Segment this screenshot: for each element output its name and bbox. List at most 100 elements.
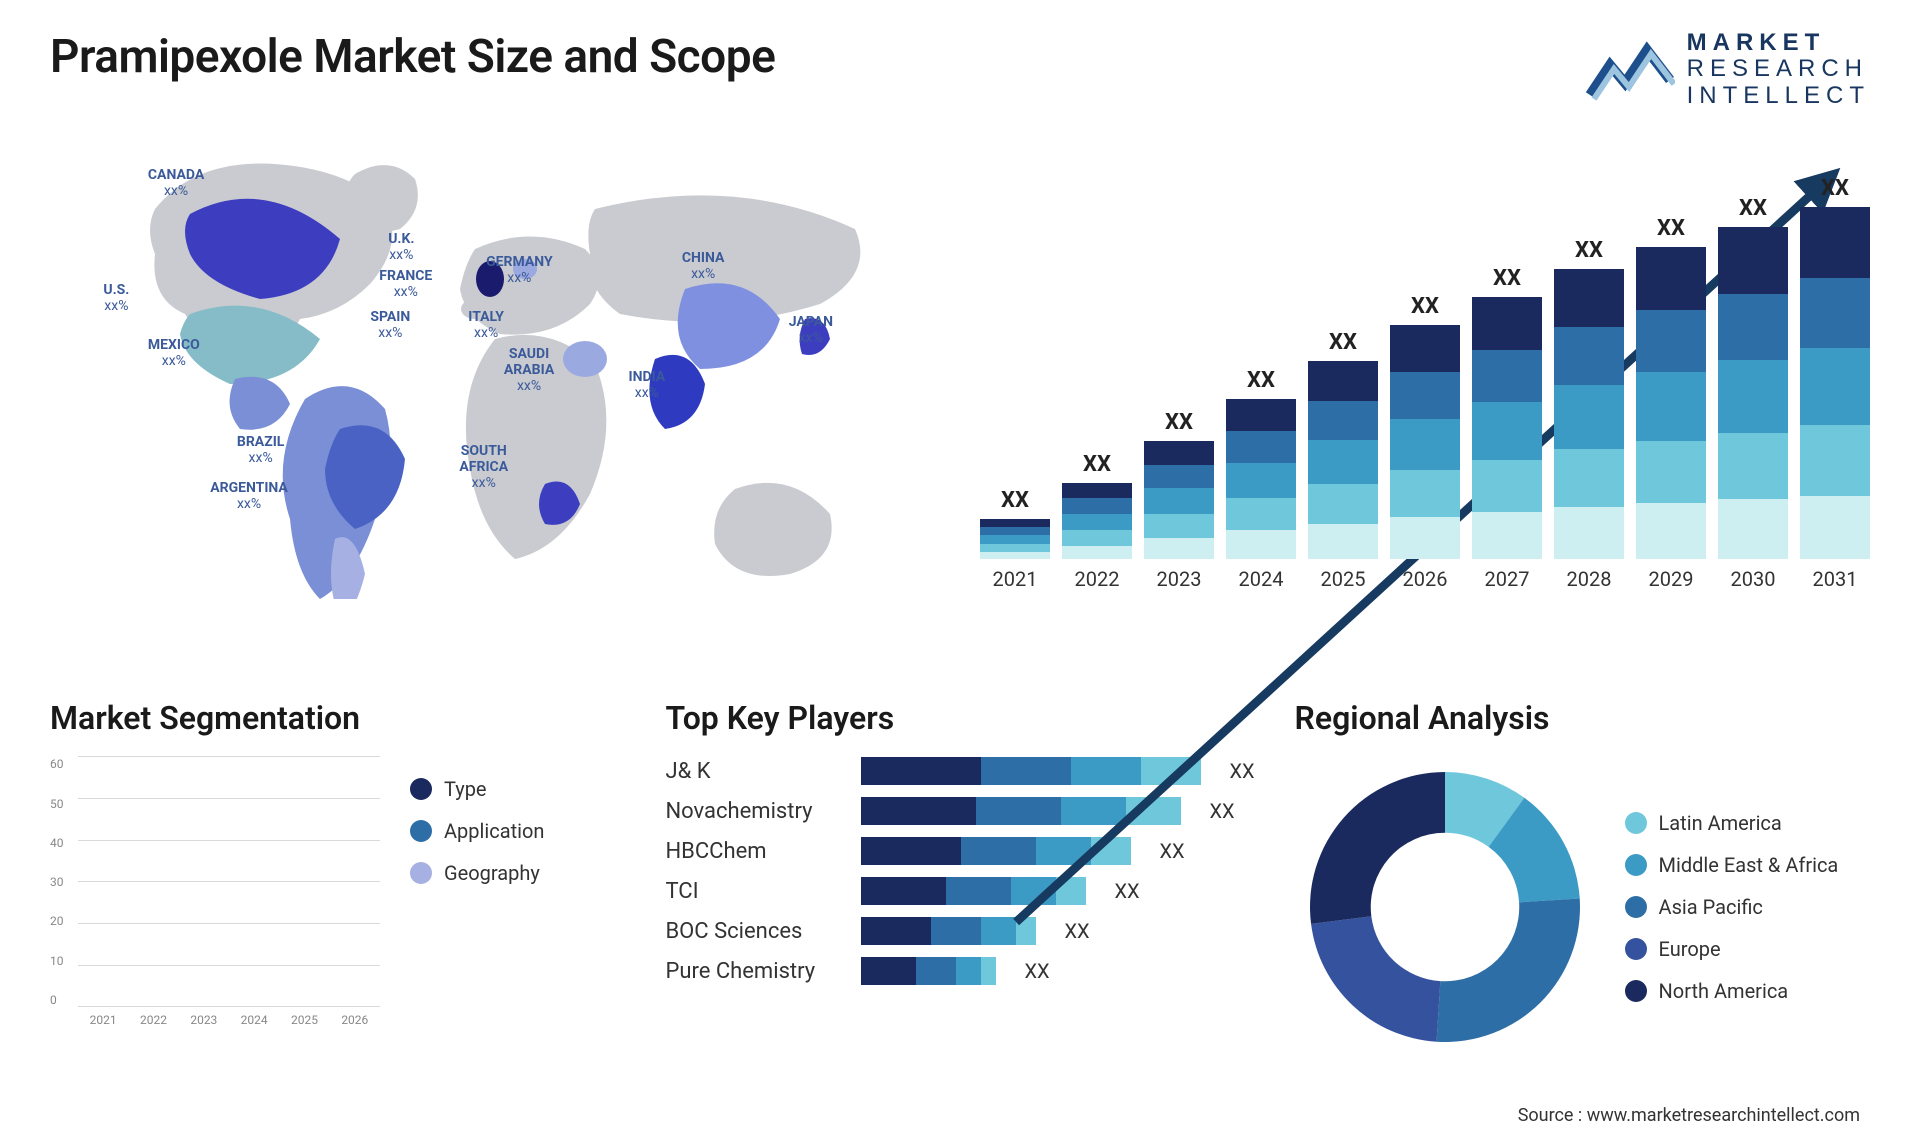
player-bar: [861, 757, 1201, 785]
growth-bar-seg: [1062, 498, 1132, 513]
player-bar-seg: [1011, 877, 1056, 905]
player-bar-seg: [1141, 757, 1201, 785]
segmentation-chart: 0102030405060 202120222023202420252026: [50, 757, 380, 1037]
growth-xlabel: 2021: [980, 567, 1050, 599]
growth-bar-label: XX: [1821, 176, 1849, 201]
player-bar-seg: [981, 757, 1071, 785]
growth-xlabel: 2029: [1636, 567, 1706, 599]
player-bar-seg: [861, 917, 931, 945]
growth-bar: XX: [1554, 238, 1624, 559]
seg-xlabel: 2026: [335, 1013, 375, 1037]
seg-xlabel: 2023: [184, 1013, 224, 1037]
growth-bar-label: XX: [1575, 238, 1603, 263]
legend-label: North America: [1659, 979, 1789, 1003]
growth-bar-seg: [1554, 449, 1624, 507]
regional-legend: Latin AmericaMiddle East & AfricaAsia Pa…: [1625, 811, 1839, 1003]
growth-bar-seg: [1800, 348, 1870, 425]
donut-slice: [1310, 772, 1445, 924]
growth-bar-seg: [1554, 269, 1624, 327]
growth-bar-seg: [980, 552, 1050, 559]
regional-donut: [1295, 757, 1595, 1057]
growth-bar-seg: [980, 519, 1050, 527]
growth-bar: XX: [1226, 368, 1296, 559]
players-list: J& KXXNovachemistryXXHBCChemXXTCIXXBOC S…: [665, 757, 1254, 985]
map-label: FRANCExx%: [379, 268, 432, 300]
growth-bar-seg: [1308, 361, 1378, 401]
player-bar-seg: [976, 797, 1061, 825]
player-row: HBCChemXX: [665, 837, 1254, 865]
player-name: BOC Sciences: [665, 919, 845, 944]
growth-bar-seg: [1226, 498, 1296, 530]
player-bar-seg: [861, 877, 946, 905]
regional-panel: Regional Analysis Latin AmericaMiddle Ea…: [1295, 699, 1870, 1057]
growth-bar-seg: [1554, 327, 1624, 385]
player-name: HBCChem: [665, 839, 845, 864]
growth-bar-seg: [1144, 514, 1214, 538]
growth-bar-seg: [1062, 483, 1132, 498]
growth-bar-seg: [1390, 372, 1460, 419]
growth-bar-seg: [1636, 310, 1706, 372]
seg-ytick: 60: [50, 757, 78, 771]
legend-swatch: [1625, 854, 1647, 876]
legend-item: Geography: [410, 861, 544, 885]
logo-line2: RESEARCH: [1687, 56, 1870, 82]
legend-label: Application: [444, 819, 544, 843]
player-bar-seg: [981, 917, 1016, 945]
map-label: ARGENTINAxx%: [210, 480, 288, 512]
player-bar: [861, 797, 1181, 825]
growth-bar: XX: [1390, 294, 1460, 559]
growth-bar: XX: [1472, 266, 1542, 559]
map-label: ITALYxx%: [468, 309, 504, 341]
regional-title: Regional Analysis: [1295, 699, 1870, 737]
map-saudi: [563, 341, 607, 377]
brand-logo: MARKET RESEARCH INTELLECT: [1585, 30, 1870, 109]
growth-xlabel: 2028: [1554, 567, 1624, 599]
growth-bar-seg: [1718, 433, 1788, 499]
growth-bar-seg: [1062, 514, 1132, 531]
growth-bar-seg: [1800, 207, 1870, 277]
donut-slice: [1311, 916, 1440, 1041]
legend-item: Application: [410, 819, 544, 843]
player-bar-seg: [1061, 797, 1126, 825]
player-bar-seg: [916, 957, 956, 985]
growth-bar-seg: [1718, 294, 1788, 360]
growth-bar-seg: [1390, 517, 1460, 559]
growth-bar-seg: [1390, 470, 1460, 517]
growth-bar-label: XX: [1329, 330, 1357, 355]
growth-bar-seg: [1226, 530, 1296, 559]
legend-item: Type: [410, 777, 544, 801]
legend-swatch: [410, 778, 432, 800]
player-row: J& K XX: [665, 757, 1254, 785]
growth-bar-seg: [1308, 401, 1378, 441]
legend-label: Geography: [444, 861, 540, 885]
player-row: Pure ChemistryXX: [665, 957, 1254, 985]
growth-chart: XXXXXXXXXXXXXXXXXXXXXX 20212022202320242…: [980, 139, 1870, 599]
donut-slice: [1436, 899, 1579, 1042]
player-name: TCI: [665, 879, 845, 904]
growth-bar-seg: [1144, 441, 1214, 465]
growth-bar-seg: [1718, 499, 1788, 559]
growth-bar-seg: [1718, 360, 1788, 433]
growth-bar-seg: [980, 535, 1050, 544]
logo-line3: INTELLECT: [1687, 83, 1870, 109]
growth-bar-seg: [1472, 402, 1542, 460]
player-bar-seg: [861, 797, 976, 825]
segmentation-panel: Market Segmentation 0102030405060 202120…: [50, 699, 625, 1057]
map-label: SOUTHAFRICAxx%: [459, 443, 508, 491]
map-label: GERMANYxx%: [486, 254, 553, 286]
player-value: XX: [1229, 759, 1254, 783]
legend-swatch: [1625, 896, 1647, 918]
seg-ytick: 30: [50, 875, 78, 889]
world-map-svg: [50, 139, 940, 599]
growth-bar-seg: [1636, 441, 1706, 503]
seg-xlabel: 2025: [284, 1013, 324, 1037]
legend-label: Middle East & Africa: [1659, 853, 1839, 877]
growth-bar-seg: [1226, 431, 1296, 463]
segmentation-legend: Type Application Geography: [410, 757, 544, 885]
growth-bar-seg: [1636, 503, 1706, 559]
world-map: CANADAxx%U.S.xx%MEXICOxx%BRAZILxx%ARGENT…: [50, 139, 940, 599]
growth-bar-label: XX: [1001, 488, 1029, 513]
growth-bar-seg: [1800, 425, 1870, 495]
player-name: Novachemistry: [665, 799, 845, 824]
player-name: J& K: [665, 759, 845, 784]
